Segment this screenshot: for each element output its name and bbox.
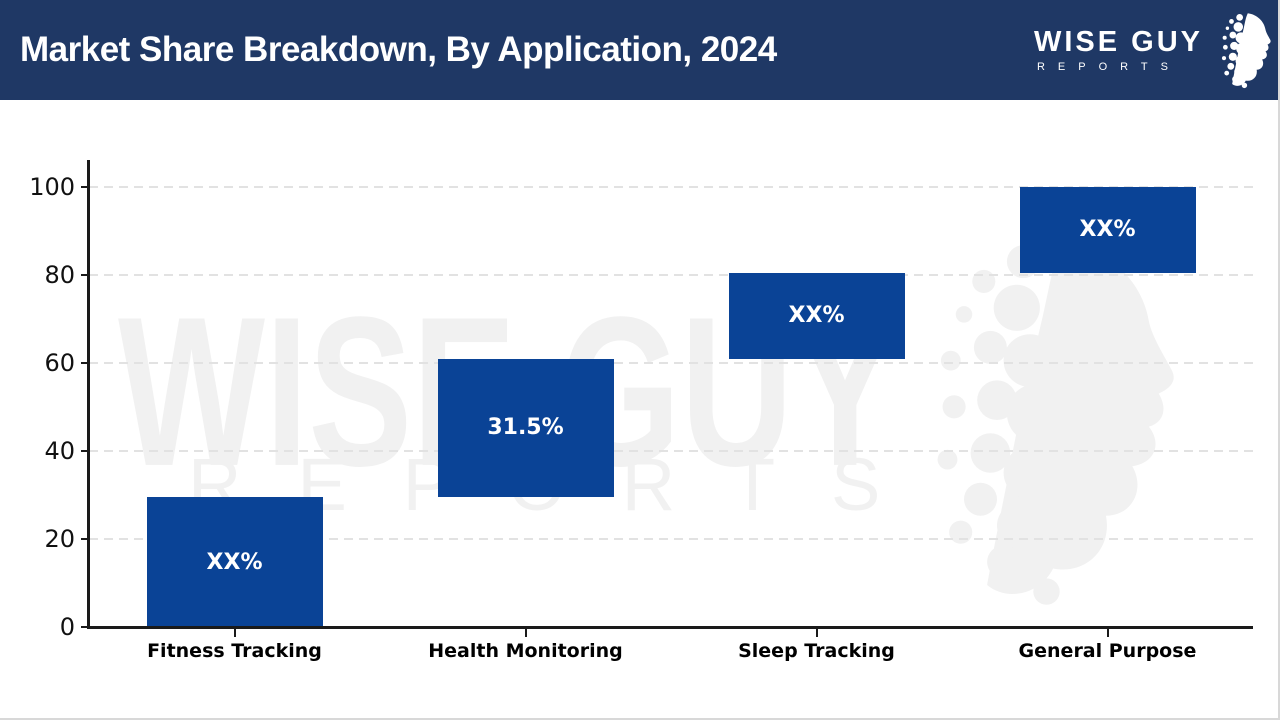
y-tick-label: 20 (44, 525, 75, 553)
bar-sleep-tracking: XX% (728, 272, 905, 359)
y-tick-mark (81, 538, 89, 540)
bar-value-label: XX% (1079, 217, 1136, 243)
wise-guy-logo: WISE GUY REPORTS (1034, 9, 1275, 91)
logo-text: WISE GUY REPORTS (1033, 26, 1203, 73)
header-bar: Market Share Breakdown, By Application, … (0, 0, 1280, 100)
gridline-20 (89, 538, 1253, 540)
y-tick-mark (81, 450, 89, 452)
gridline-60 (89, 362, 1253, 364)
logo-brand-text: WISE GUY (1033, 26, 1203, 59)
x-tick-mark (233, 629, 236, 637)
y-axis-line (87, 160, 90, 629)
bar-fitness-tracking: XX% (146, 497, 323, 627)
x-tick-mark (524, 629, 527, 637)
y-tick-mark (81, 186, 89, 188)
x-tick-mark (1106, 629, 1109, 637)
x-category-label: Health Monitoring (428, 640, 623, 662)
gridline-40 (89, 450, 1253, 452)
x-axis-line (87, 626, 1253, 629)
bar-value-label: XX% (788, 303, 845, 329)
y-tick-label: 0 (59, 613, 75, 641)
y-tick-mark (81, 626, 89, 628)
y-tick-mark (81, 362, 89, 364)
bar-value-label: 31.5% (487, 415, 564, 441)
x-category-label: Sleep Tracking (738, 640, 895, 662)
bar-value-label: XX% (206, 549, 263, 575)
gridline-80 (89, 274, 1253, 276)
y-tick-label: 40 (44, 437, 75, 465)
x-tick-mark (815, 629, 818, 637)
y-tick-label: 60 (44, 349, 75, 377)
gridline-100 (89, 186, 1253, 188)
y-tick-label: 80 (44, 261, 75, 289)
chart-title: Market Share Breakdown, By Application, … (20, 30, 777, 69)
y-tick-label: 100 (29, 173, 75, 201)
logo-reports-text: REPORTS (1036, 60, 1181, 73)
x-category-label: Fitness Tracking (147, 640, 322, 662)
x-category-label: General Purpose (1018, 640, 1197, 662)
y-tick-mark (81, 274, 89, 276)
bar-health-monitoring: 31.5% (437, 358, 614, 498)
bar-general-purpose: XX% (1019, 187, 1196, 273)
